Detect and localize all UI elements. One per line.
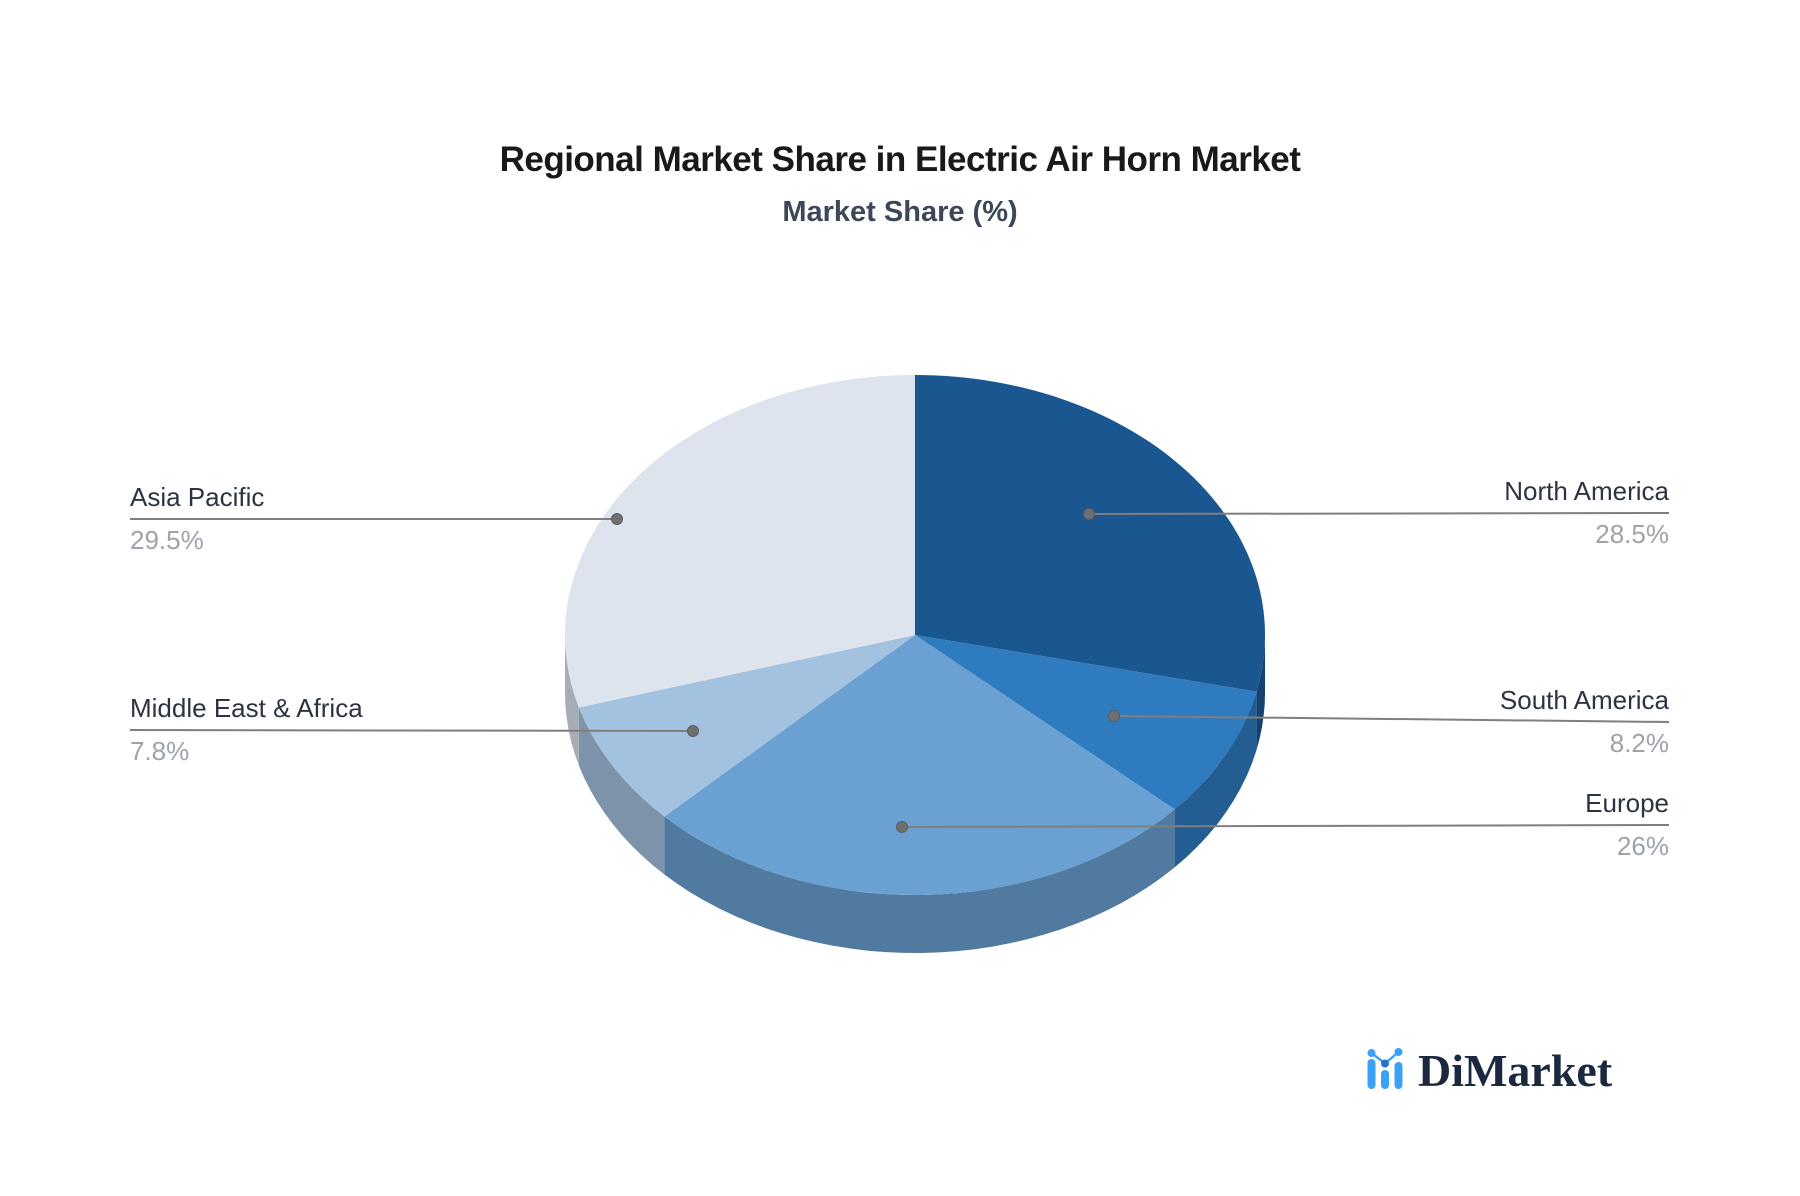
- callout-asia-pacific: Asia Pacific 29.5%: [130, 484, 610, 554]
- pie-slice-side-europe: [664, 809, 1175, 953]
- callout-europe: Europe 26%: [1189, 790, 1669, 860]
- logo-text: DiMarket: [1418, 1045, 1613, 1096]
- pie-slice-side-south-america: [1174, 691, 1257, 868]
- leader-dot-south-america: [1108, 710, 1120, 722]
- slice-value: 8.2%: [1609, 728, 1669, 758]
- pie-slice-side-middle-east-africa: [578, 707, 665, 875]
- pie-slice-middle-east-africa: [578, 635, 915, 817]
- leader-dot-middle-east-africa: [687, 725, 699, 737]
- leader-line-north-america: [1088, 512, 1670, 515]
- leader-line-middle-east-africa: [129, 729, 694, 732]
- slice-label: Europe: [1585, 788, 1669, 818]
- slice-label: North America: [1504, 476, 1669, 506]
- pie-slice-side-asia-pacific: [565, 635, 579, 766]
- pie-slice-asia-pacific: [565, 375, 915, 708]
- pie-slice-north-america: [915, 375, 1266, 692]
- callout-south-america: South America 8.2%: [1189, 687, 1669, 757]
- chart-subtitle: Market Share (%): [782, 196, 1018, 228]
- bar-line-chart-icon: [1367, 1048, 1403, 1089]
- slice-value: 29.5%: [130, 525, 204, 555]
- callout-middle-east-africa: Middle East & Africa 7.8%: [130, 695, 610, 765]
- slice-value: 7.8%: [130, 736, 190, 766]
- slice-value: 26%: [1616, 831, 1669, 861]
- pie-slice-europe: [664, 635, 1175, 896]
- callout-north-america: North America 28.5%: [1189, 478, 1669, 548]
- slice-label: Asia Pacific: [130, 482, 265, 512]
- pie-slice-south-america: [915, 635, 1257, 810]
- slice-label: Middle East & Africa: [130, 693, 363, 723]
- slice-value: 28.5%: [1595, 519, 1669, 549]
- leader-dot-north-america: [1083, 508, 1095, 520]
- dimarket-logo: DiMarket: [1367, 1045, 1613, 1096]
- leader-dot-europe: [896, 821, 908, 833]
- pie-slice-side-north-america: [1256, 635, 1265, 750]
- leader-dot-asia-pacific: [611, 513, 623, 525]
- leader-line-europe: [901, 824, 1670, 828]
- slice-label: South America: [1499, 685, 1669, 715]
- chart-title: Regional Market Share in Electric Air Ho…: [499, 140, 1301, 179]
- leader-line-south-america: [1113, 715, 1670, 723]
